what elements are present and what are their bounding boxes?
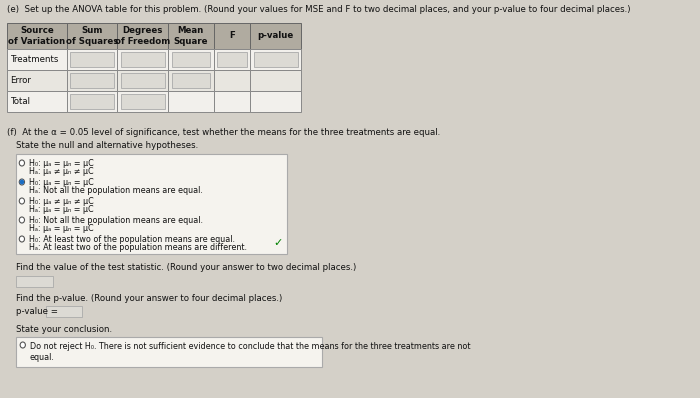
Text: p-value =: p-value = — [16, 307, 58, 316]
Bar — [70, 94, 114, 109]
Bar — [16, 276, 52, 287]
Bar — [7, 23, 66, 49]
Text: Mean
Square: Mean Square — [174, 26, 208, 46]
Text: Hₐ: μₐ ≠ μₙ ≠ μC: Hₐ: μₐ ≠ μₙ ≠ μC — [29, 167, 94, 176]
Circle shape — [20, 236, 25, 242]
Circle shape — [20, 198, 25, 204]
Text: ✓: ✓ — [274, 238, 283, 248]
Text: H₀: Not all the population means are equal.: H₀: Not all the population means are equ… — [29, 216, 203, 225]
Bar — [121, 52, 164, 67]
Text: Sum
of Squares: Sum of Squares — [66, 26, 118, 46]
Text: Hₐ: μₐ = μₙ = μC: Hₐ: μₐ = μₙ = μC — [29, 205, 94, 214]
Bar — [66, 49, 118, 70]
Text: equal.: equal. — [30, 353, 55, 362]
Bar — [251, 49, 301, 70]
Text: Hₐ: Not all the population means are equal.: Hₐ: Not all the population means are equ… — [29, 186, 203, 195]
Text: Degrees
of Freedom: Degrees of Freedom — [115, 26, 170, 46]
Bar — [168, 70, 214, 91]
Text: Total: Total — [10, 97, 31, 106]
Circle shape — [20, 180, 24, 184]
Text: Hₐ: μₐ = μₙ = μC: Hₐ: μₐ = μₙ = μC — [29, 224, 94, 233]
Bar — [168, 23, 214, 49]
Text: H₀: At least two of the population means are equal.: H₀: At least two of the population means… — [29, 235, 235, 244]
Bar — [172, 73, 210, 88]
Bar — [251, 70, 301, 91]
Bar — [46, 306, 83, 317]
Bar — [118, 49, 168, 70]
Bar — [217, 52, 247, 67]
Bar — [70, 73, 114, 88]
Bar — [118, 91, 168, 112]
Bar — [168, 49, 214, 70]
Text: Hₐ: At least two of the population means are different.: Hₐ: At least two of the population means… — [29, 243, 247, 252]
Text: Source
of Variation: Source of Variation — [8, 26, 65, 46]
Circle shape — [20, 179, 25, 185]
Bar — [118, 23, 168, 49]
Text: State the null and alternative hypotheses.: State the null and alternative hypothese… — [16, 141, 198, 150]
Text: H₀: μₐ = μₙ = μC: H₀: μₐ = μₙ = μC — [29, 178, 94, 187]
Bar — [7, 49, 66, 70]
Text: (e)  Set up the ANOVA table for this problem. (Round your values for MSE and F t: (e) Set up the ANOVA table for this prob… — [7, 5, 631, 14]
Text: Treatments: Treatments — [10, 55, 59, 64]
Bar — [214, 91, 251, 112]
Bar — [118, 70, 168, 91]
Text: (f)  At the α = 0.05 level of significance, test whether the means for the three: (f) At the α = 0.05 level of significanc… — [7, 128, 440, 137]
Text: Find the p-value. (Round your answer to four decimal places.): Find the p-value. (Round your answer to … — [16, 294, 282, 303]
Bar — [121, 73, 164, 88]
Circle shape — [20, 160, 25, 166]
Bar — [214, 23, 251, 49]
Bar — [172, 52, 210, 67]
Text: Find the value of the test statistic. (Round your answer to two decimal places.): Find the value of the test statistic. (R… — [16, 263, 356, 272]
Bar — [251, 23, 301, 49]
Text: H₀: μₐ = μₙ = μC: H₀: μₐ = μₙ = μC — [29, 159, 94, 168]
Circle shape — [20, 217, 25, 223]
Circle shape — [20, 342, 25, 348]
Text: H₀: μₐ ≠ μₙ ≠ μC: H₀: μₐ ≠ μₙ ≠ μC — [29, 197, 94, 206]
Bar — [66, 70, 118, 91]
Bar — [254, 52, 298, 67]
Bar — [214, 70, 251, 91]
Bar — [16, 154, 287, 254]
Bar — [70, 52, 114, 67]
Text: State your conclusion.: State your conclusion. — [16, 325, 112, 334]
Bar — [7, 70, 66, 91]
Bar — [66, 23, 118, 49]
Text: Error: Error — [10, 76, 32, 85]
Text: p-value: p-value — [258, 31, 294, 41]
Text: Do not reject H₀. There is not sufficient evidence to conclude that the means fo: Do not reject H₀. There is not sufficien… — [30, 342, 470, 351]
Bar — [168, 91, 214, 112]
Bar — [16, 337, 322, 367]
Bar — [214, 49, 251, 70]
Bar — [121, 94, 164, 109]
Text: F: F — [229, 31, 235, 41]
Bar — [251, 91, 301, 112]
Bar — [7, 91, 66, 112]
Bar — [66, 91, 118, 112]
